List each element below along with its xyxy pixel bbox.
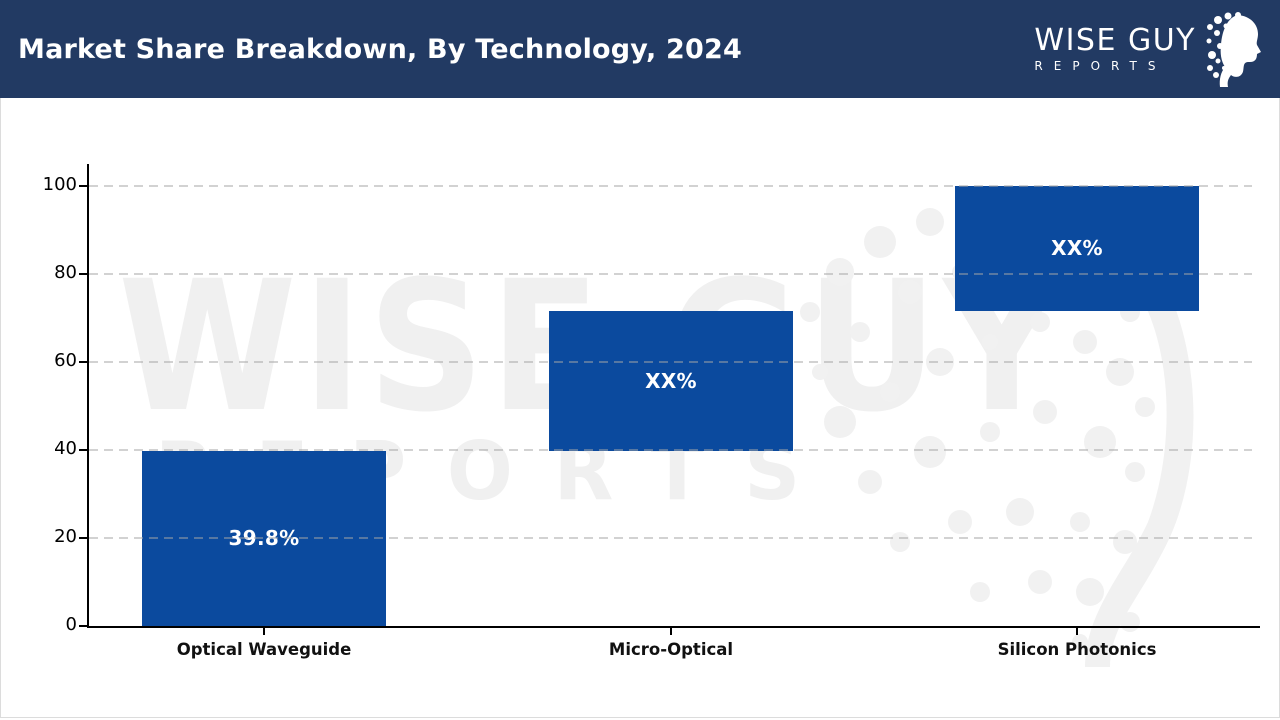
y-tick <box>79 625 87 627</box>
x-category-label: Optical Waveguide <box>176 640 352 659</box>
wiseguy-logo: WISE GUY REPORTS <box>1034 11 1262 87</box>
y-tick-label: 80 <box>54 262 77 283</box>
grid-line <box>89 537 1252 539</box>
x-category-label: Micro-Optical <box>608 640 734 659</box>
logo-subtitle: REPORTS <box>1034 58 1167 73</box>
y-tick <box>79 449 87 451</box>
y-tick-label: 20 <box>54 526 77 547</box>
y-tick <box>79 273 87 275</box>
y-tick-label: 0 <box>65 614 77 635</box>
grid-line <box>89 361 1252 363</box>
y-tick-label: 100 <box>42 174 77 195</box>
y-tick <box>79 537 87 539</box>
logo-face-icon <box>1206 12 1261 87</box>
header: Market Share Breakdown, By Technology, 2… <box>0 0 1280 98</box>
x-tick <box>263 628 265 635</box>
y-tick-label: 60 <box>54 350 77 371</box>
bar-silicon-photonics: XX% <box>955 186 1199 311</box>
y-tick <box>79 361 87 363</box>
grid-line <box>89 273 1252 275</box>
x-tick <box>1076 628 1078 635</box>
x-category-label: Silicon Photonics <box>997 640 1157 659</box>
logo-wordmark: WISE GUY <box>1034 23 1196 59</box>
y-tick <box>79 185 87 187</box>
bar-value-label: XX% <box>1051 236 1103 261</box>
x-tick <box>670 628 672 635</box>
bar-micro-optical: XX% <box>549 310 793 451</box>
bar-value-label: XX% <box>645 368 697 393</box>
page-title: Market Share Breakdown, By Technology, 2… <box>18 33 743 65</box>
grid-line <box>89 449 1252 451</box>
grid-line <box>89 185 1252 187</box>
y-axis-line <box>87 164 89 628</box>
x-axis-line <box>87 626 1260 628</box>
y-tick-label: 40 <box>54 438 77 459</box>
logo-text: WISE GUY REPORTS <box>1034 25 1196 73</box>
